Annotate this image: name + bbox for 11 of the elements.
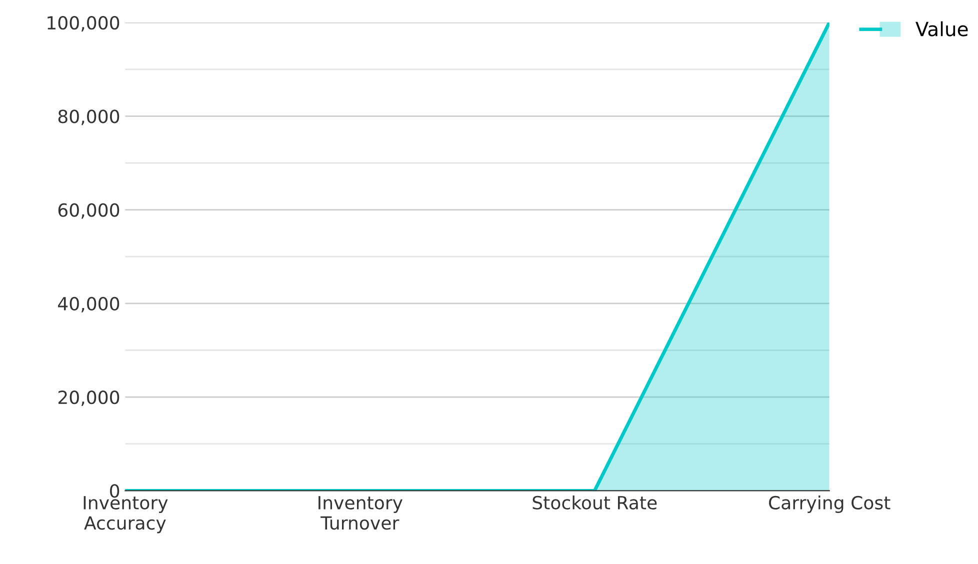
- x-tick-label: Inventory Accuracy: [84, 496, 168, 534]
- y-tick-label: 40,000: [58, 296, 120, 312]
- y-tick-label: 60,000: [58, 203, 120, 219]
- y-tick-label: 0: [110, 484, 120, 498]
- y-tick-label: 100,000: [48, 16, 120, 32]
- x-tick-label: Carrying Cost: [769, 496, 890, 514]
- x-tick-label: Stockout Rate: [532, 496, 657, 510]
- y-tick-label: 20,000: [58, 390, 120, 406]
- legend-label: Value: [916, 21, 968, 36]
- y-tick-label: 80,000: [58, 110, 120, 126]
- x-tick-label: Inventory Turnover: [318, 496, 402, 530]
